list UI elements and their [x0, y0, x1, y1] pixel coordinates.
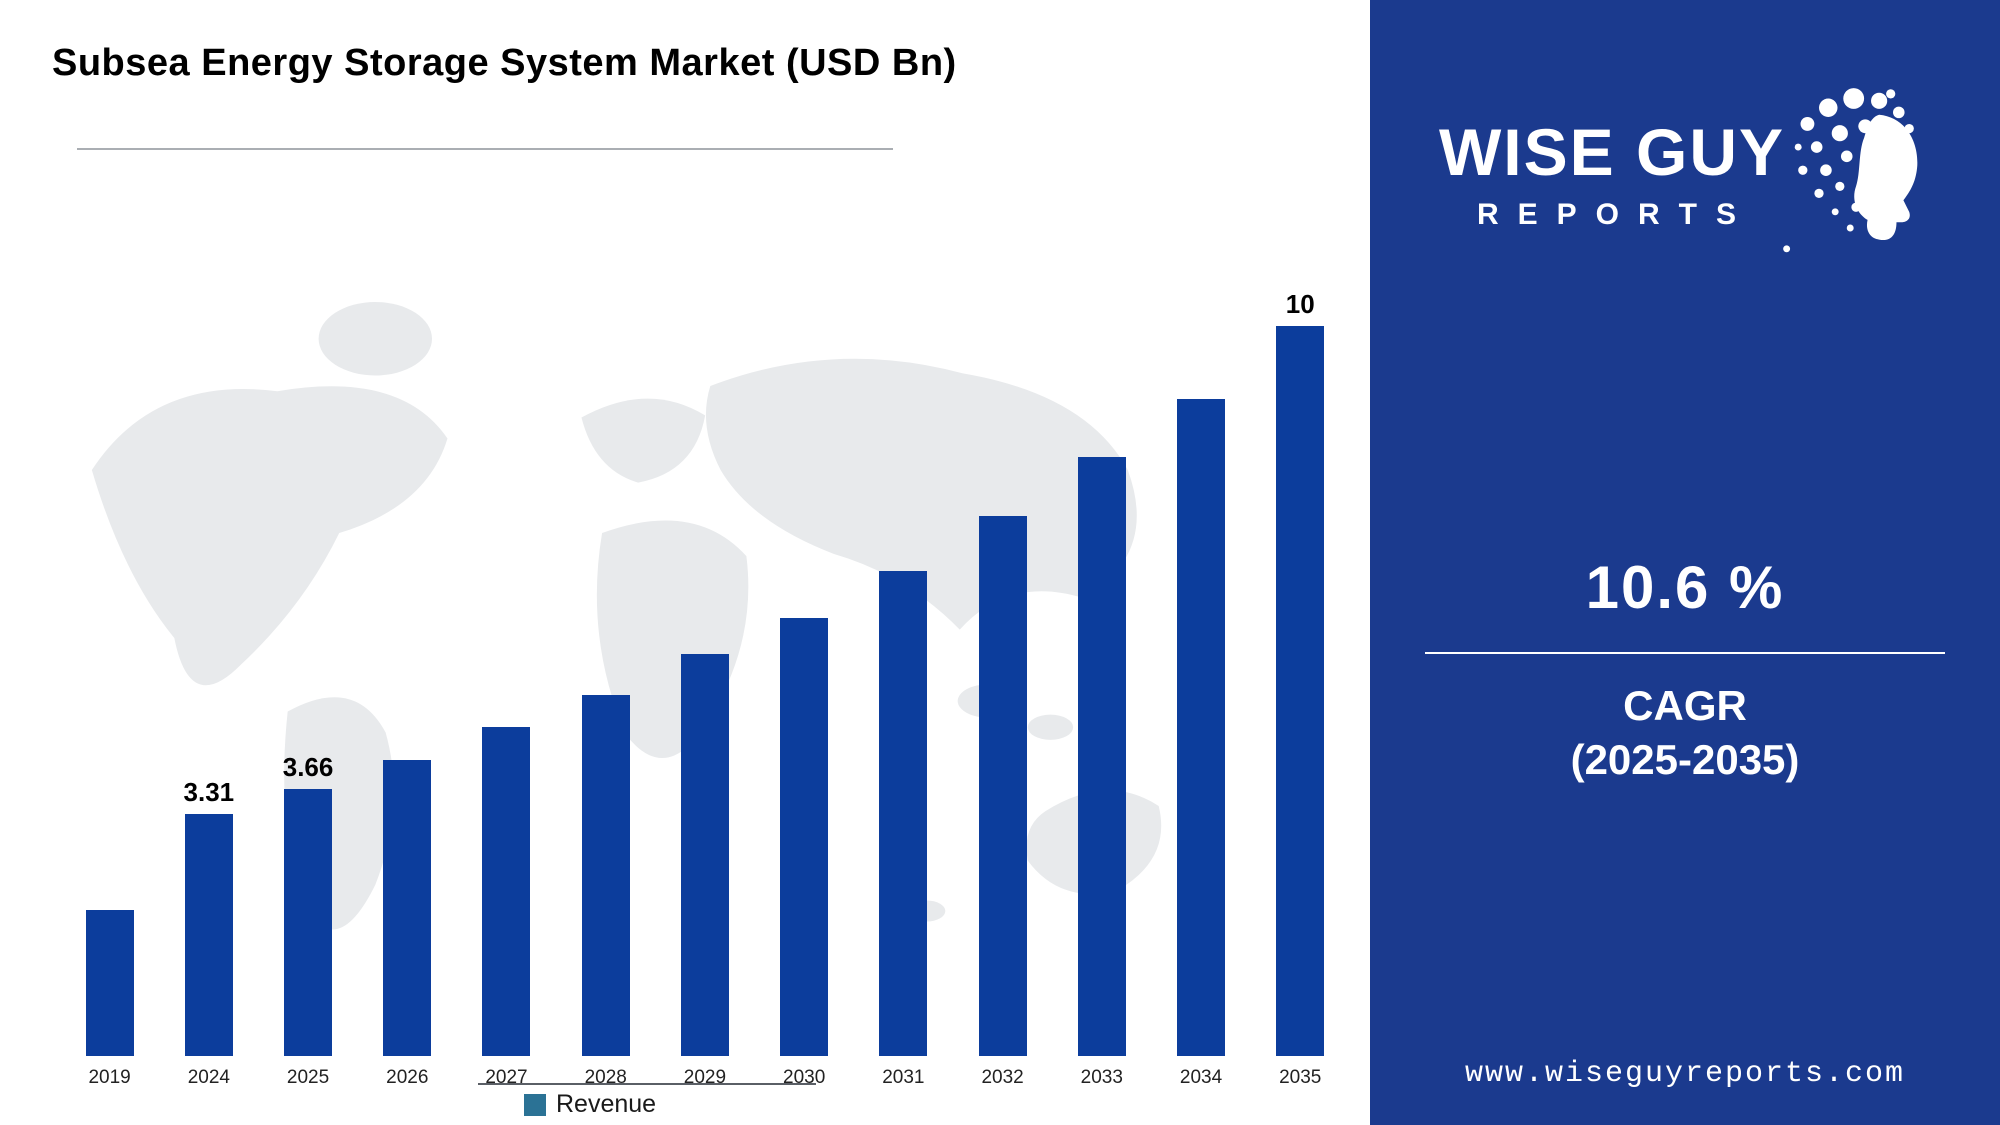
bar-2032	[978, 516, 1027, 1056]
bar-column: 3.66 2025	[276, 280, 340, 1096]
x-axis-tick-label: 2035	[1279, 1067, 1322, 1088]
bar-column: 2032	[971, 280, 1035, 1096]
x-axis-tick-label: 2030	[783, 1067, 826, 1088]
chart-legend: Revenue	[524, 1090, 656, 1119]
legend-divider-line	[478, 1083, 816, 1085]
bar-column: 10 2035	[1268, 280, 1332, 1096]
x-axis-tick-label: 2027	[485, 1067, 528, 1088]
bar-column: 2031	[871, 280, 935, 1096]
bar-value-label: 10	[1285, 289, 1315, 319]
bar-column: 2028	[574, 280, 638, 1096]
cagr-range: (2025-2035)	[1570, 736, 1800, 783]
bar-column: 3.31 2024	[177, 280, 241, 1096]
legend-revenue-label: Revenue	[556, 1090, 657, 1118]
website-url: www.wiseguyreports.com	[1464, 1057, 1906, 1091]
bar-value-label: 3.31	[183, 777, 235, 807]
brand-panel: WISE GUY REPORTS 10.6 % CAGR (2025-2035)…	[1370, 0, 2000, 1125]
logo-text-wise-guy: WISE GUY	[1438, 114, 1786, 189]
cagr-label: CAGR	[1623, 682, 1747, 729]
x-axis-tick-label: 2031	[882, 1067, 925, 1088]
x-axis-tick-label: 2029	[683, 1067, 727, 1088]
bar-2029	[680, 654, 729, 1056]
bar-column: 2026	[375, 280, 439, 1096]
bar-2024	[184, 814, 233, 1056]
legend-revenue-swatch	[524, 1093, 546, 1116]
x-axis-tick-label: 2032	[981, 1067, 1024, 1088]
logo-head-dots-icon	[1783, 88, 1918, 253]
cagr-divider	[1425, 652, 1945, 654]
x-axis-tick-label: 2025	[286, 1067, 330, 1088]
bar-2034	[1177, 399, 1226, 1056]
bar-column: 2034	[1169, 280, 1233, 1096]
bar-2030	[780, 618, 829, 1056]
bar-column: 2027	[474, 280, 538, 1096]
logo-text: WISE GUY REPORTS	[1439, 114, 1785, 232]
wise-guy-reports-logo: WISE GUY REPORTS	[1439, 80, 1931, 265]
chart-title: Subsea Energy Storage System Market (USD…	[52, 42, 957, 84]
world-map-background	[91, 302, 1162, 930]
bar-column: 2030	[772, 280, 836, 1096]
bar-2035	[1276, 326, 1325, 1056]
x-axis-tick-label: 2034	[1179, 1067, 1223, 1088]
cagr-value: 10.6 %	[1585, 554, 1785, 621]
x-axis-tick-label: 2028	[584, 1067, 627, 1088]
bar-column: 2019	[78, 280, 142, 1096]
chart-panel: Subsea Energy Storage System Market (USD…	[52, 42, 1350, 1119]
bar-2031	[879, 571, 928, 1056]
bar-2028	[581, 695, 630, 1056]
bar-2026	[383, 760, 432, 1056]
bar-chart: 2019 3.31 2024 3.66 2025 2026 2027 2028 2029 2030…	[60, 280, 1350, 1096]
x-axis-tick-label: 2024	[187, 1067, 230, 1088]
bar-column: 2029	[673, 280, 737, 1096]
title-underline	[77, 148, 893, 150]
x-axis-tick-label: 2019	[88, 1067, 131, 1088]
bar-column: 2033	[1070, 280, 1134, 1096]
logo-text-reports: REPORTS	[1476, 197, 1755, 231]
bar-2033	[1077, 457, 1126, 1056]
x-axis-tick-label: 2026	[386, 1067, 429, 1088]
bar-2019	[85, 910, 134, 1056]
bar-2027	[482, 727, 531, 1056]
bar-value-label: 3.66	[282, 752, 334, 782]
x-axis-tick-label: 2033	[1080, 1067, 1123, 1088]
bar-2025	[284, 789, 333, 1056]
